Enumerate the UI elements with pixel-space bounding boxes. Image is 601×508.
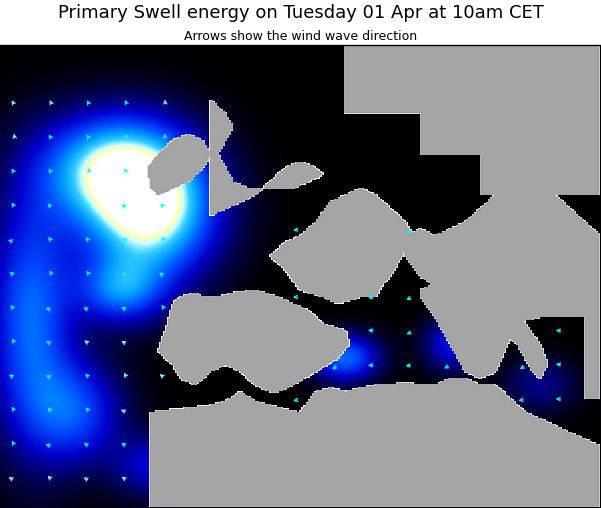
Text: Primary Swell energy on Tuesday 01 Apr at 10am CET: Primary Swell energy on Tuesday 01 Apr a… [58, 4, 543, 22]
Text: Arrows show the wind wave direction: Arrows show the wind wave direction [184, 30, 417, 43]
